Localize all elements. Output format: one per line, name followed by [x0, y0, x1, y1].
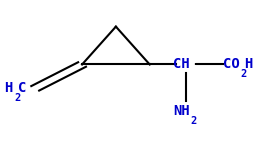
Text: CO: CO [222, 57, 239, 72]
Text: 2: 2 [240, 69, 246, 79]
Text: 2: 2 [191, 116, 197, 126]
Text: H: H [244, 57, 252, 72]
Text: CH: CH [173, 57, 190, 72]
Text: H: H [4, 81, 12, 95]
Text: NH: NH [173, 104, 190, 118]
Text: 2: 2 [14, 93, 20, 103]
Text: C: C [18, 81, 27, 95]
Text: —: — [193, 56, 208, 71]
